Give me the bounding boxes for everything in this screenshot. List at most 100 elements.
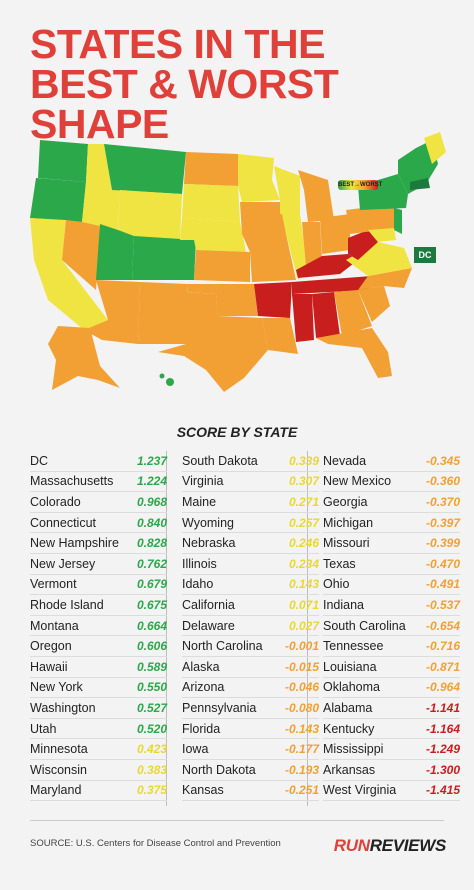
state-row: Nevada -0.345: [323, 451, 460, 472]
map-idaho: [82, 144, 120, 230]
state-row: Mississippi -1.249: [323, 739, 460, 760]
state-score: 0.675: [136, 597, 167, 612]
state-score: 1.237: [136, 453, 167, 468]
map-south-dakota: [182, 184, 240, 222]
state-row: Michigan -0.397: [323, 513, 460, 534]
state-score: -0.046: [284, 680, 319, 695]
state-row: North Dakota -0.193: [182, 760, 319, 781]
state-row: DC 1.237: [30, 451, 167, 472]
state-row: New Jersey 0.762: [30, 554, 167, 575]
state-score: -0.360: [425, 474, 460, 489]
state-name: Massachusetts: [30, 474, 114, 489]
state-score: 0.828: [136, 536, 167, 551]
state-row: Wisconsin 0.383: [30, 760, 167, 781]
state-name: Tennessee: [323, 639, 384, 654]
state-score: 1.224: [136, 474, 167, 489]
state-row: South Carolina -0.654: [323, 616, 460, 637]
state-row: Texas -0.470: [323, 554, 460, 575]
runreviews-logo: RUNREVIEWS: [333, 836, 447, 856]
state-score: 0.307: [288, 474, 319, 489]
state-score: 0.527: [136, 700, 167, 715]
state-name: Nevada: [323, 453, 367, 468]
state-name: New Hampshire: [30, 536, 119, 551]
state-score: -0.470: [425, 556, 460, 571]
state-name: Missouri: [323, 536, 370, 551]
state-name: New Jersey: [30, 556, 96, 571]
state-name: Alabama: [323, 700, 373, 715]
state-score: -0.491: [425, 577, 460, 592]
state-row: Tennessee -0.716: [323, 636, 460, 657]
map-colorado: [132, 236, 196, 280]
state-row: Florida -0.143: [182, 719, 319, 740]
state-row: Arkansas -1.300: [323, 760, 460, 781]
state-name: Maine: [182, 494, 217, 509]
map-oregon: [30, 178, 86, 222]
state-score: -0.654: [425, 618, 460, 633]
state-row: Rhode Island 0.675: [30, 595, 167, 616]
state-name: Utah: [30, 721, 57, 736]
state-score: -0.370: [425, 494, 460, 509]
state-score: 0.339: [288, 453, 319, 468]
state-name: Wyoming: [182, 515, 234, 530]
state-row: Missouri -0.399: [323, 533, 460, 554]
state-score: -0.001: [284, 639, 319, 654]
state-row: Alabama -1.141: [323, 698, 460, 719]
state-row: Indiana -0.537: [323, 595, 460, 616]
state-name: New Mexico: [323, 474, 392, 489]
map-wyoming: [118, 190, 182, 240]
map-michigan: [298, 170, 334, 222]
state-name: Virginia: [182, 474, 224, 489]
state-score: 0.271: [288, 494, 319, 509]
map-california: [30, 218, 108, 330]
state-row: California 0.071: [182, 595, 319, 616]
divider: [30, 820, 444, 821]
state-row: Montana 0.664: [30, 616, 167, 637]
state-score: 0.234: [288, 556, 319, 571]
map-minnesota: [238, 154, 280, 202]
state-row: Nebraska 0.246: [182, 533, 319, 554]
state-row: Hawaii 0.589: [30, 657, 167, 678]
state-score: -1.415: [425, 783, 460, 798]
state-name: Ohio: [323, 577, 350, 592]
map-georgia: [334, 290, 372, 336]
map-maryland: [368, 228, 396, 242]
state-name: California: [182, 597, 235, 612]
state-row: Idaho 0.143: [182, 575, 319, 596]
state-name: Maryland: [30, 783, 82, 798]
state-score: -1.141: [425, 700, 460, 715]
state-name: Nebraska: [182, 536, 236, 551]
us-map: [30, 132, 446, 392]
state-row: Vermont 0.679: [30, 575, 167, 596]
state-row: Louisiana -0.871: [323, 657, 460, 678]
state-score: 0.375: [136, 783, 167, 798]
map-kansas: [194, 250, 250, 282]
map-arizona: [84, 280, 140, 344]
map-new-jersey: [394, 208, 402, 234]
map-hawaii-2: [159, 373, 165, 379]
state-name: Texas: [323, 556, 356, 571]
state-row: Maryland 0.375: [30, 781, 167, 802]
map-north-dakota: [184, 152, 238, 186]
state-row: Ohio -0.491: [323, 575, 460, 596]
map-alabama: [312, 292, 340, 338]
state-score: 0.143: [288, 577, 319, 592]
map-south-carolina: [358, 286, 390, 322]
map-north-carolina: [358, 268, 412, 290]
state-name: South Carolina: [323, 618, 406, 633]
column-divider: [166, 451, 167, 806]
logo-run: RUN: [333, 836, 370, 855]
state-name: Arkansas: [323, 762, 376, 777]
state-row: Kentucky -1.164: [323, 719, 460, 740]
title-line-1: STATES IN THE: [30, 21, 325, 67]
state-name: Hawaii: [30, 659, 68, 674]
state-name: DC: [30, 453, 49, 468]
state-row: Oregon 0.606: [30, 636, 167, 657]
state-name: Washington: [30, 700, 96, 715]
state-name: Delaware: [182, 618, 235, 633]
scores-column-1: DC 1.237 Massachusetts 1.224 Colorado 0.968 Co…: [30, 451, 167, 802]
state-name: Kentucky: [323, 721, 375, 736]
state-row: West Virginia -1.415: [323, 781, 460, 802]
map-west-virginia: [348, 230, 378, 260]
state-row: North Carolina -0.001: [182, 636, 319, 657]
state-row: Kansas -0.251: [182, 781, 319, 802]
